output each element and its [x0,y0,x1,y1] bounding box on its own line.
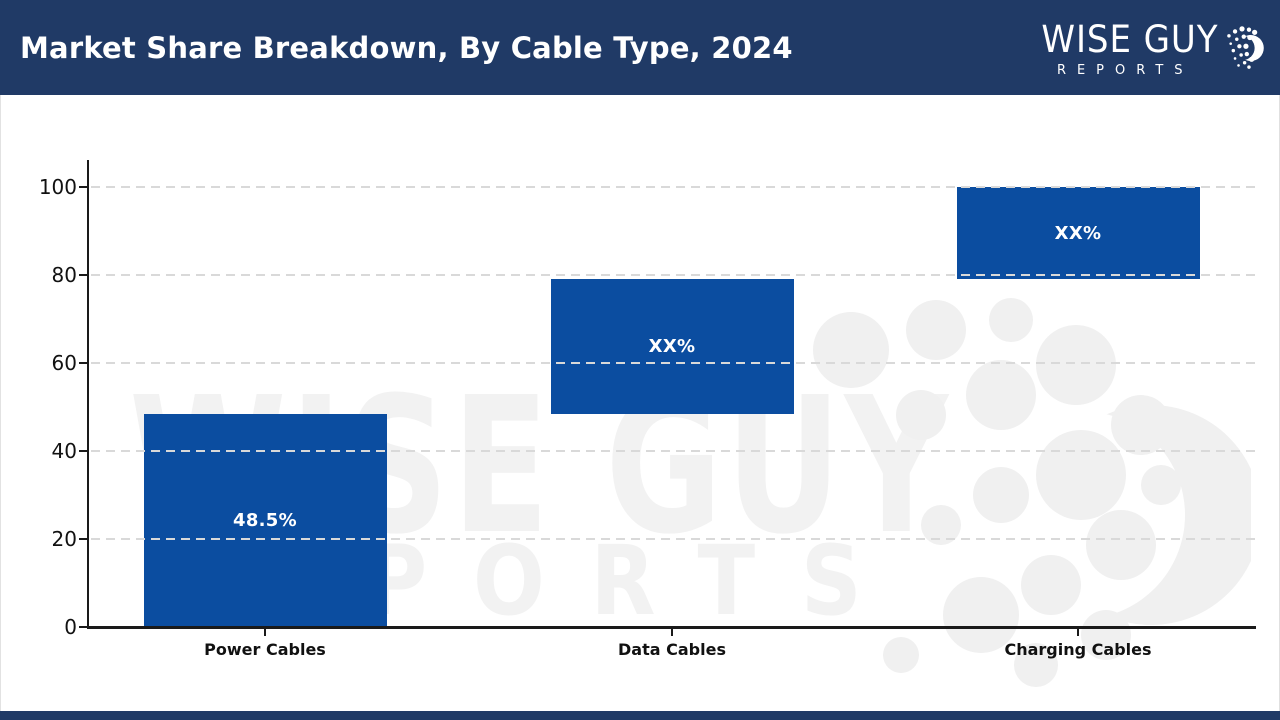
bar-charging-cables: XX% [956,187,1200,280]
y-tick-label-80: 80 [51,263,77,287]
bar-value-label: XX% [648,335,696,357]
y-tick-80 [79,274,87,276]
brand-logo: WISE GUY REPORTS [1026,6,1266,90]
x-category-label: Power Cables [204,640,326,659]
chart-title: Market Share Breakdown, By Cable Type, 2… [20,30,793,65]
dotted-head-profile-watermark-icon [813,298,1251,687]
x-category-label: Data Cables [618,640,726,659]
y-tick-label-100: 100 [38,175,77,199]
brand-name: WISE GUY [1041,18,1219,61]
y-tick-label-20: 20 [51,527,77,551]
bar-data-cables: XX% [550,279,794,414]
y-axis-line [87,160,89,629]
y-tick-label-60: 60 [51,351,77,375]
header-band: Market Share Breakdown, By Cable Type, 2… [0,0,1280,95]
bar-value-label: 48.5% [233,509,297,531]
x-category-label: Charging Cables [1004,640,1152,659]
bar-value-label: XX% [1054,222,1102,244]
footer-band [0,711,1280,720]
y-tick-label-40: 40 [51,439,77,463]
y-tick-40 [79,450,87,452]
y-tick-60 [79,362,87,364]
y-tick-0 [79,626,87,628]
brand-logo-text: WISE GUY REPORTS [1026,18,1218,78]
chart-area: WISE GUY REPORTS [0,95,1280,711]
gridline-y20 [91,538,1259,540]
y-tick-label-0: 0 [64,615,77,639]
gridline-y100 [91,186,1259,188]
bar-power-cables: 48.5% [143,413,387,627]
x-tick-3 [1077,629,1079,636]
x-tick-2 [671,629,673,636]
y-tick-20 [79,538,87,540]
gridline-y80 [91,274,1259,276]
y-tick-100 [79,186,87,188]
brand-subname: REPORTS [1056,63,1194,78]
dotted-head-profile-icon [1227,26,1265,69]
gridline-y40 [91,450,1259,452]
gridline-y60 [91,362,1259,364]
x-axis-line [87,626,1256,629]
x-tick-1 [264,629,266,636]
